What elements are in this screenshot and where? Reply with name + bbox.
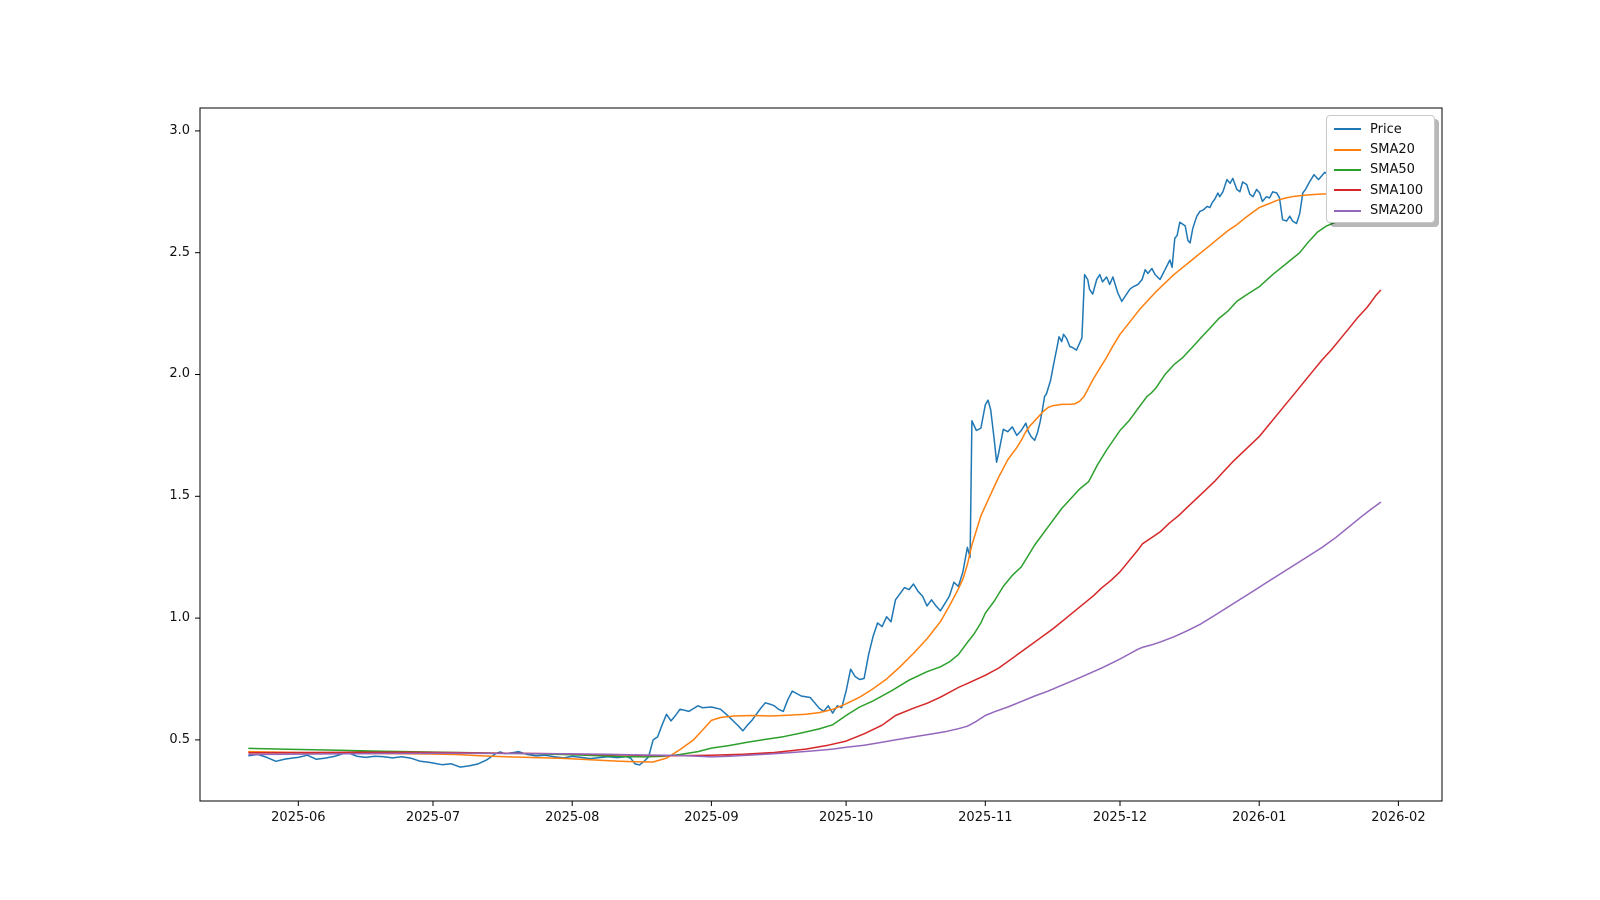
x-tick-label: 2025-09 <box>684 810 739 825</box>
x-tick-label: 2025-12 <box>1092 810 1148 825</box>
legend-line-sample-price <box>1334 128 1361 131</box>
y-tick-label: 2.0 <box>169 366 190 382</box>
legend-entry-sma50: SMA50 <box>1327 160 1434 180</box>
x-tick-label: 2025-06 <box>271 810 326 825</box>
x-tick-label: 2026-01 <box>1232 810 1287 825</box>
x-tick-label: 2025-07 <box>405 810 461 825</box>
series-line-sma100 <box>248 289 1382 757</box>
legend-entry-sma20: SMA20 <box>1327 139 1434 159</box>
legend-line-sample-sma200 <box>1334 209 1361 212</box>
legend-entry-price: Price <box>1327 119 1434 139</box>
x-tick-label: 2026-02 <box>1371 810 1426 825</box>
series-line-sma50 <box>248 209 1382 758</box>
y-tick-label: 2.5 <box>169 244 190 260</box>
legend-line-sample-sma100 <box>1334 189 1361 192</box>
legend-label: SMA200 <box>1370 203 1424 219</box>
legend-label: SMA100 <box>1370 182 1424 198</box>
y-tick-label: 1.5 <box>169 488 190 504</box>
y-tick-label: 0.5 <box>169 731 190 747</box>
legend-label: SMA50 <box>1370 162 1415 178</box>
legend: Price SMA20 SMA50 SMA100 SMA200 <box>1326 115 1435 223</box>
legend-line-sample-sma50 <box>1334 168 1361 171</box>
legend-line-sample-sma20 <box>1334 148 1361 151</box>
legend-entry-sma100: SMA100 <box>1327 180 1434 200</box>
x-tick-label: 2025-10 <box>818 810 874 825</box>
legend-entry-sma200: SMA200 <box>1327 201 1434 221</box>
series-line-sma200 <box>248 501 1382 758</box>
legend-label: Price <box>1370 121 1402 137</box>
x-tick-label: 2025-11 <box>958 810 1013 825</box>
x-tick-label: 2025-08 <box>545 810 600 825</box>
axes-spines <box>199 107 1443 802</box>
y-tick-label: 1.0 <box>169 610 190 626</box>
series-line-price <box>248 161 1382 768</box>
series-line-sma20 <box>248 192 1382 763</box>
y-tick-label: 3.0 <box>169 122 190 138</box>
legend-label: SMA20 <box>1370 142 1415 158</box>
